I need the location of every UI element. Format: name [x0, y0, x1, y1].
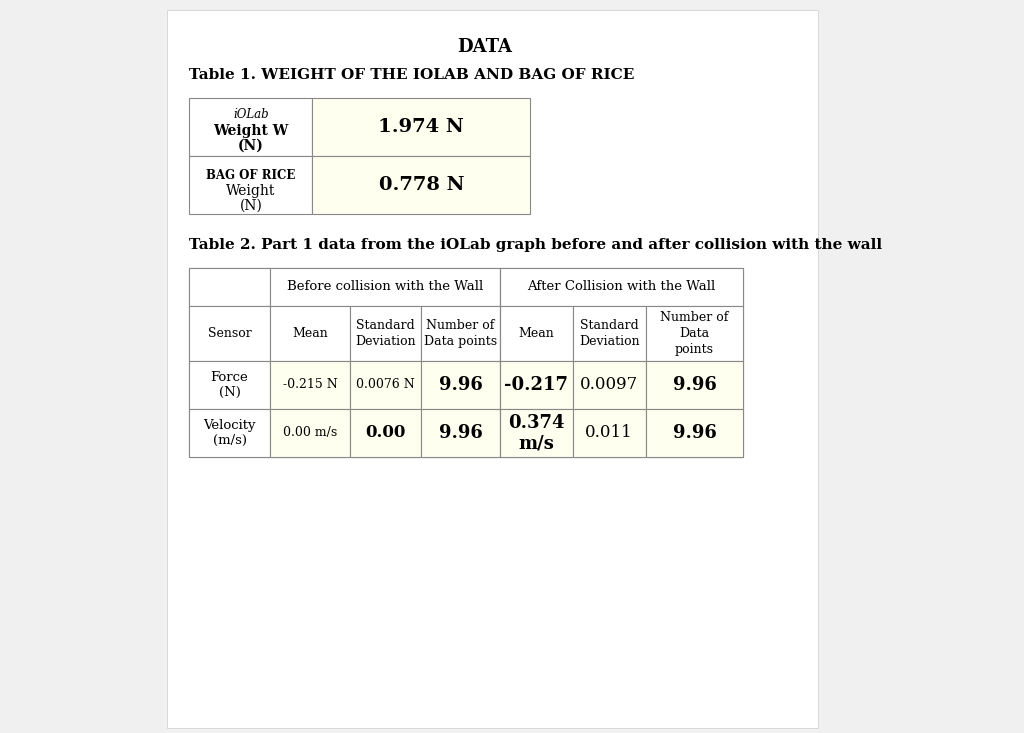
Text: Weight W: Weight W — [213, 124, 289, 138]
Bar — [500, 268, 743, 306]
Text: (N): (N) — [240, 199, 262, 213]
Text: 0.374
m/s: 0.374 m/s — [508, 413, 564, 452]
Bar — [189, 98, 312, 156]
Text: 0.0076 N: 0.0076 N — [356, 378, 415, 391]
Bar — [421, 306, 500, 361]
Bar — [189, 268, 743, 457]
Text: Number of
Data
points: Number of Data points — [660, 311, 729, 356]
Bar — [270, 361, 350, 409]
Text: 0.0097: 0.0097 — [581, 377, 638, 394]
Bar — [189, 361, 270, 409]
Text: iOLab: iOLab — [233, 108, 268, 122]
Text: 9.96: 9.96 — [673, 424, 717, 442]
Bar — [646, 361, 743, 409]
Bar — [572, 361, 646, 409]
Text: Before collision with the Wall: Before collision with the Wall — [287, 281, 483, 293]
Bar — [270, 409, 350, 457]
Text: -0.215 N: -0.215 N — [283, 378, 338, 391]
Text: 0.011: 0.011 — [586, 424, 633, 441]
Text: 0.00: 0.00 — [366, 424, 406, 441]
Bar — [350, 361, 421, 409]
Bar — [312, 98, 530, 156]
Text: Standard
Deviation: Standard Deviation — [355, 319, 416, 348]
Bar — [572, 409, 646, 457]
Bar — [312, 156, 530, 214]
Text: DATA: DATA — [458, 38, 512, 56]
Text: Sensor: Sensor — [208, 327, 252, 340]
Text: Mean: Mean — [518, 327, 554, 340]
Text: Force
(N): Force (N) — [211, 371, 249, 399]
Text: 9.96: 9.96 — [673, 376, 717, 394]
Text: 0.778 N: 0.778 N — [379, 176, 464, 194]
Text: 1.974 N: 1.974 N — [379, 118, 464, 136]
Bar — [270, 268, 500, 306]
Bar — [646, 409, 743, 457]
Bar — [270, 306, 350, 361]
Text: 9.96: 9.96 — [438, 376, 482, 394]
FancyBboxPatch shape — [167, 10, 818, 728]
Text: 0.00 m/s: 0.00 m/s — [283, 427, 337, 440]
Bar — [500, 306, 572, 361]
Text: 9.96: 9.96 — [438, 424, 482, 442]
Text: Number of
Data points: Number of Data points — [424, 319, 498, 348]
Bar — [646, 306, 743, 361]
Text: Velocity
(m/s): Velocity (m/s) — [204, 419, 256, 447]
Bar — [189, 409, 270, 457]
Bar — [350, 409, 421, 457]
Text: After Collision with the Wall: After Collision with the Wall — [527, 281, 716, 293]
Text: Table 1. WEIGHT OF THE IOLAB AND BAG OF RICE: Table 1. WEIGHT OF THE IOLAB AND BAG OF … — [189, 68, 635, 82]
Bar — [421, 361, 500, 409]
Text: Table 2. Part 1 data from the iOLab graph before and after collision with the wa: Table 2. Part 1 data from the iOLab grap… — [189, 238, 883, 252]
Bar — [350, 306, 421, 361]
Bar — [421, 409, 500, 457]
Text: -0.217: -0.217 — [505, 376, 568, 394]
Bar — [500, 361, 572, 409]
Bar — [572, 306, 646, 361]
Text: BAG OF RICE: BAG OF RICE — [206, 169, 296, 182]
Text: Weight: Weight — [226, 184, 275, 198]
Bar — [189, 156, 312, 214]
Text: Standard
Deviation: Standard Deviation — [579, 319, 640, 348]
Bar — [500, 409, 572, 457]
Bar — [189, 268, 270, 306]
Text: Mean: Mean — [292, 327, 328, 340]
Text: (N): (N) — [238, 139, 264, 153]
Bar — [189, 306, 270, 361]
